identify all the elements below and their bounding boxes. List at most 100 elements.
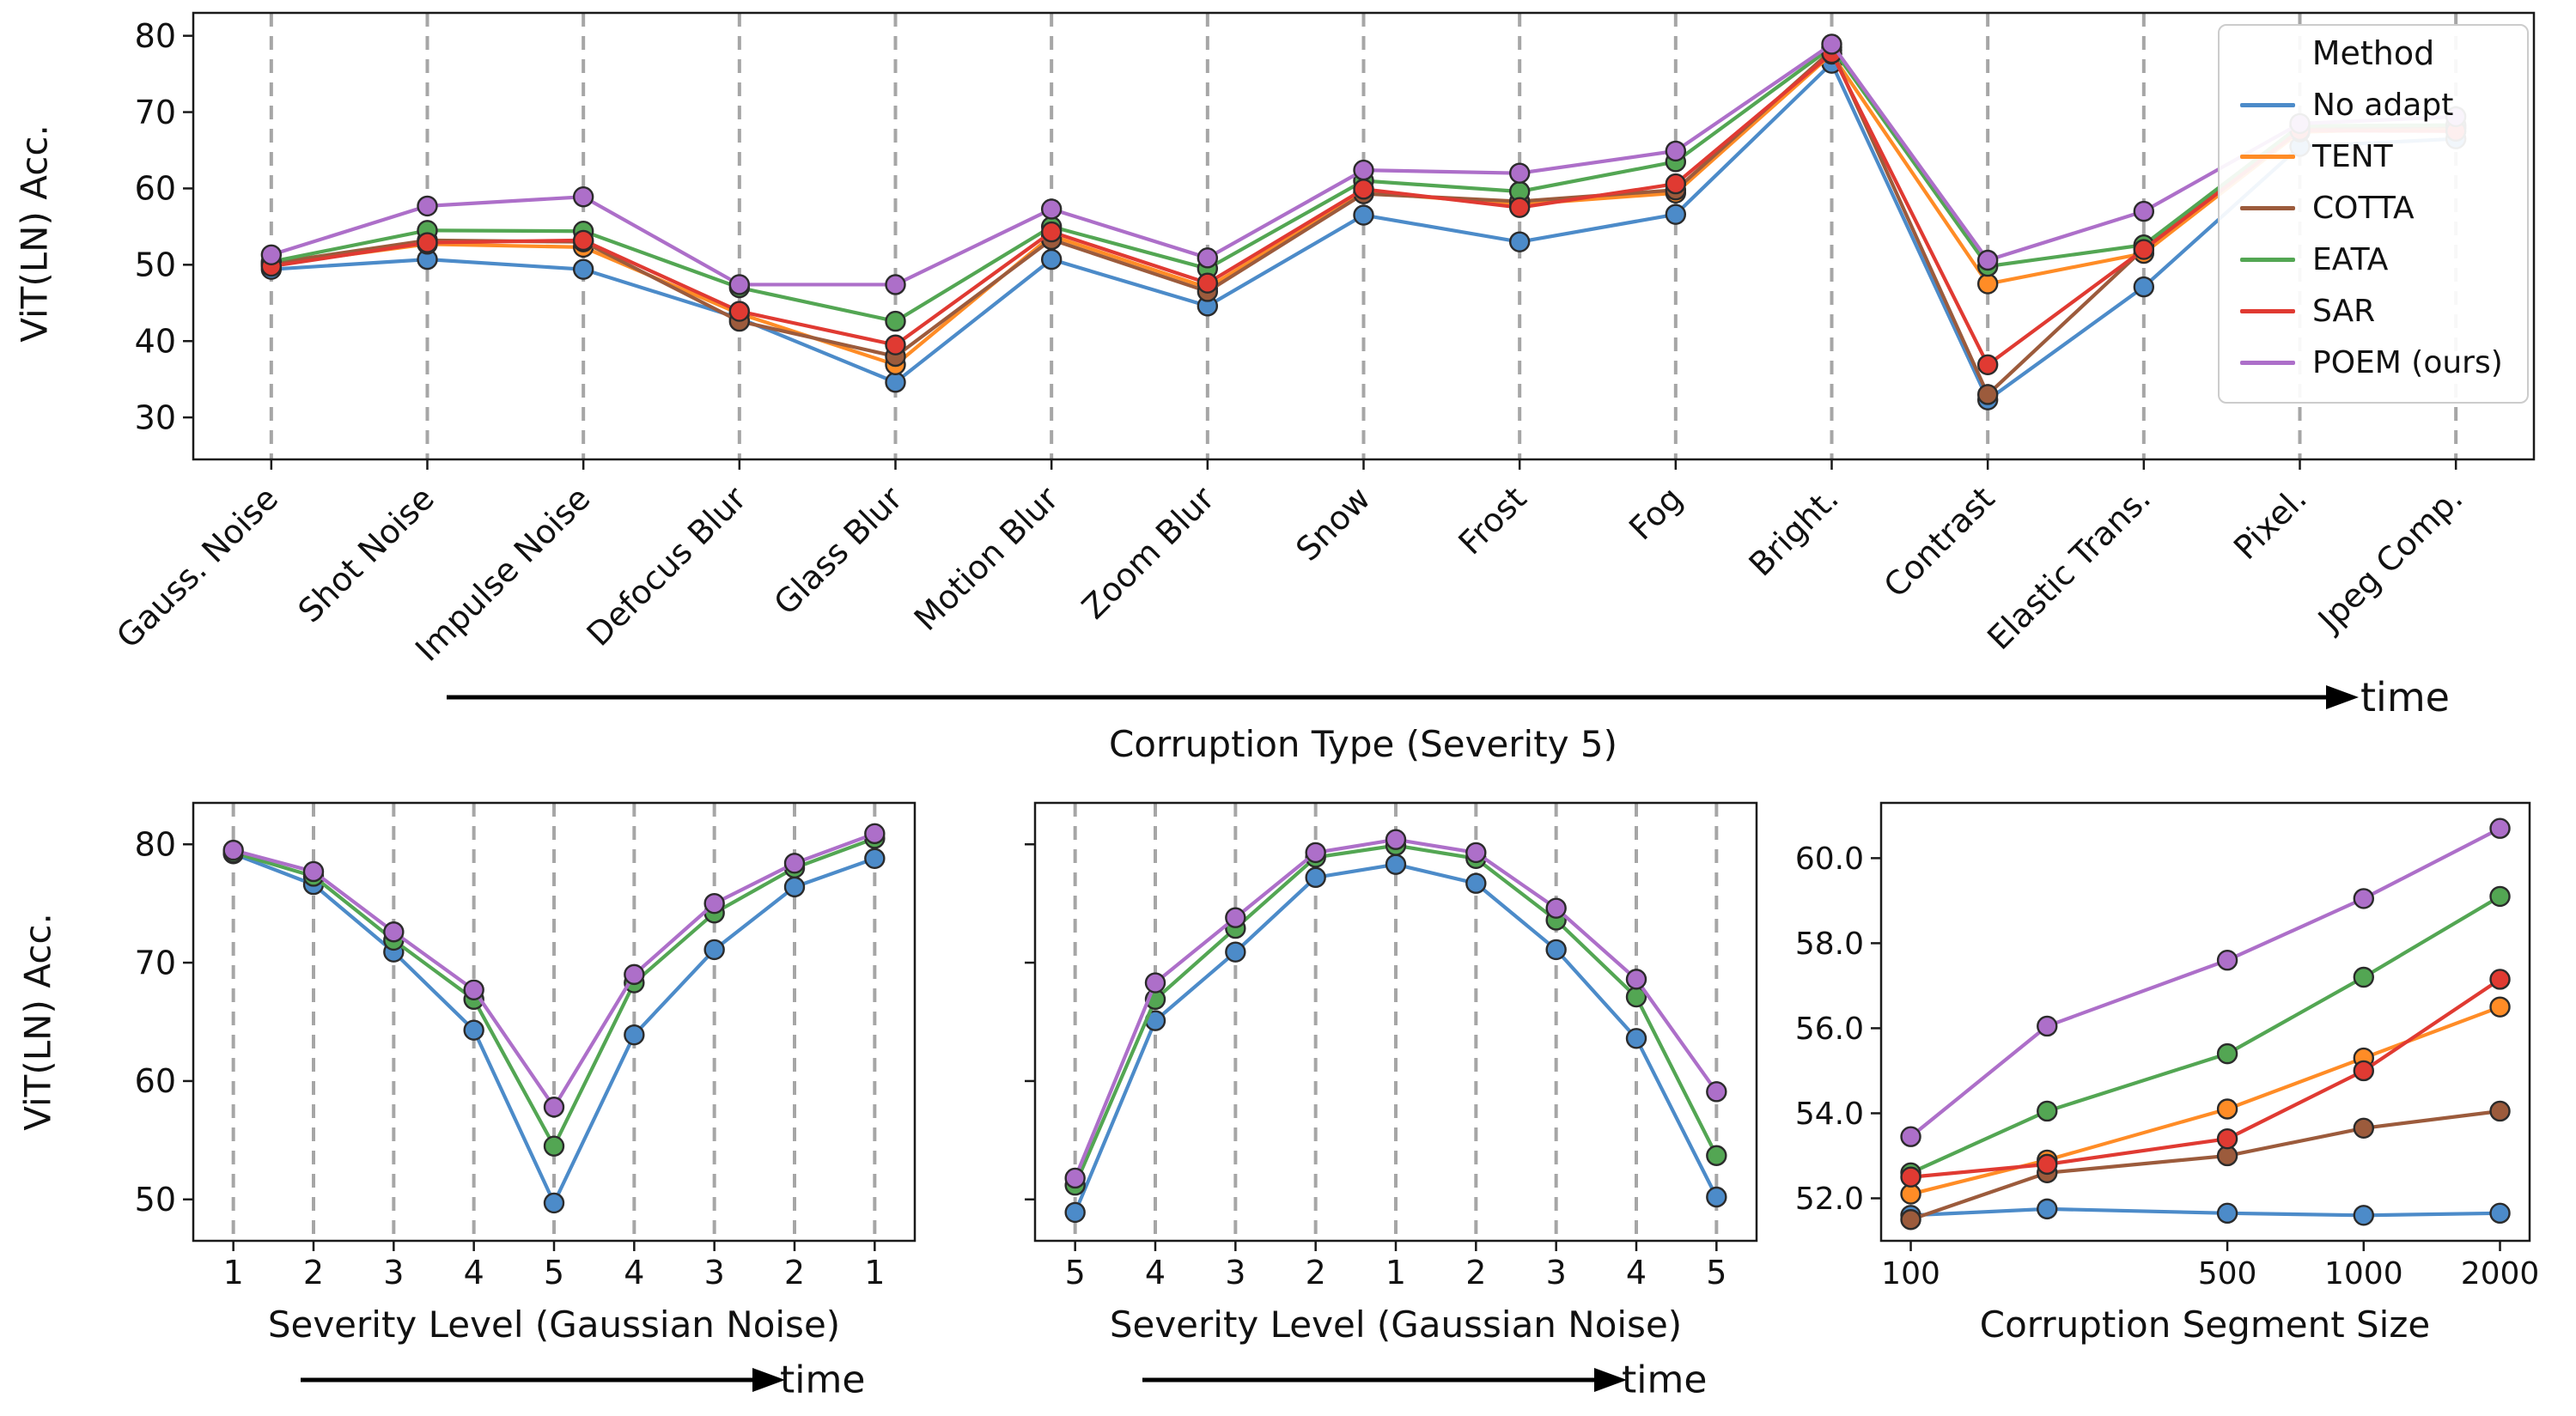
marker — [783, 853, 806, 874]
marker — [885, 334, 906, 356]
legend-line-swatch — [2240, 205, 2295, 210]
x-tick-label: Defocus Blur — [580, 479, 754, 653]
x-tick-label: Fog — [1622, 479, 1690, 547]
x-tick-label: 3 — [704, 1254, 725, 1291]
y-tick-label: 54.0 — [1795, 1097, 1864, 1132]
marker — [417, 195, 438, 217]
marker — [2216, 1042, 2238, 1065]
x-tick-label: Pixel. — [2226, 479, 2314, 567]
marker — [463, 979, 484, 1000]
marker — [1976, 354, 1999, 375]
marker — [885, 310, 906, 332]
marker — [1508, 231, 1531, 252]
x-tick-label: Gauss. Noise — [109, 479, 285, 655]
x-tick-label: 2 — [1306, 1254, 1326, 1291]
marker — [1197, 247, 1219, 269]
marker — [1900, 1166, 1921, 1188]
marker — [543, 1135, 565, 1157]
legend-title: Method — [2311, 34, 2435, 72]
series-line-no-adapt — [1910, 1206, 2500, 1218]
marker — [1353, 179, 1374, 200]
y-tick-label: 40 — [135, 323, 176, 361]
y-axis-label-bottom: ViT(LN) Acc. — [16, 913, 59, 1131]
x-tick-label: 4 — [1145, 1254, 1166, 1291]
x-tick-label: 2 — [303, 1254, 324, 1291]
marker — [1976, 273, 1999, 295]
marker — [383, 921, 405, 943]
marker — [1225, 941, 1246, 963]
marker — [572, 258, 594, 280]
chart-segment_size: 52.0 54.0 56.0 58.0 60.0 100 500 1000 2000 — [1795, 801, 2540, 1291]
x-tick-label: 3 — [1225, 1254, 1245, 1291]
marker — [417, 232, 438, 253]
legend-entry-label: TENT — [2312, 138, 2393, 174]
legend-line-swatch — [2240, 360, 2295, 365]
marker — [1353, 159, 1374, 181]
legend-line-swatch — [2240, 257, 2295, 262]
marker — [2489, 1202, 2511, 1225]
marker — [2353, 888, 2374, 909]
marker — [2133, 239, 2155, 260]
x-tick-label: Snow — [1288, 479, 1378, 568]
marker — [1706, 1145, 1727, 1166]
legend-entry-label: No adapt — [2312, 87, 2454, 123]
x-tick-label: Motion Blur — [907, 479, 1066, 638]
time-arrowhead — [752, 1368, 785, 1392]
y-tick-label: 30 — [135, 398, 176, 436]
marker — [624, 963, 645, 986]
marker — [2133, 276, 2155, 298]
legend-entry-4: SAR — [2220, 285, 2527, 337]
marker — [1305, 842, 1326, 864]
marker — [2216, 1202, 2238, 1225]
marker — [2489, 817, 2511, 839]
marker — [1353, 204, 1374, 226]
marker — [885, 274, 906, 295]
marker — [572, 186, 594, 208]
x-axis-label-severity-2: Severity Level (Gaussian Noise) — [1109, 1304, 1683, 1346]
marker — [302, 860, 325, 883]
marker — [1064, 1201, 1086, 1224]
series-line-poem-ours- — [1909, 826, 2501, 1139]
x-tick-label: 1 — [1385, 1254, 1406, 1291]
marker — [543, 1192, 565, 1214]
marker — [1625, 1028, 1647, 1049]
x-tick-label: 1 — [864, 1254, 885, 1291]
y-tick-label: 80 — [135, 17, 176, 55]
legend-line-swatch — [2240, 154, 2295, 159]
marker — [1545, 897, 1567, 919]
marker — [2489, 1100, 2511, 1122]
x-tick-label: Elastic Trans. — [1980, 479, 2158, 657]
x-tick-label: Frost — [1451, 479, 1533, 562]
marker — [1665, 173, 1687, 195]
legend-line-swatch — [2240, 308, 2295, 313]
marker — [864, 848, 886, 869]
x-tick-label: 5 — [544, 1254, 564, 1291]
marker — [1197, 272, 1219, 294]
series-line-cotta — [1909, 1109, 2500, 1222]
marker — [2353, 966, 2374, 988]
x-tick-label: 3 — [1546, 1254, 1567, 1291]
marker — [2216, 950, 2238, 971]
marker — [2037, 1198, 2058, 1220]
y-tick-label: 60 — [135, 170, 176, 208]
x-axis-label-severity-1: Severity Level (Gaussian Noise) — [267, 1304, 841, 1346]
marker — [885, 372, 906, 393]
marker — [2216, 1098, 2238, 1120]
x-tick-label: 4 — [1626, 1254, 1647, 1291]
marker — [1144, 972, 1166, 994]
x-tick-label: Zoom Blur — [1075, 479, 1221, 626]
y-tick-label: 52.0 — [1795, 1182, 1864, 1217]
x-tick-label: 500 — [2198, 1256, 2257, 1291]
x-tick-label: Contrast — [1877, 479, 2002, 605]
marker — [1064, 1167, 1086, 1189]
x-tick-label: 2 — [784, 1254, 805, 1291]
time-label-severity-1: time — [780, 1358, 866, 1402]
marker — [864, 823, 886, 845]
legend-entry-label: COTTA — [2312, 190, 2415, 226]
y-axis-label-top: ViT(LN) Acc. — [13, 125, 56, 343]
x-tick-label: 2000 — [2461, 1256, 2540, 1291]
legend-entry-label: SAR — [2312, 293, 2376, 329]
marker — [1465, 842, 1487, 864]
